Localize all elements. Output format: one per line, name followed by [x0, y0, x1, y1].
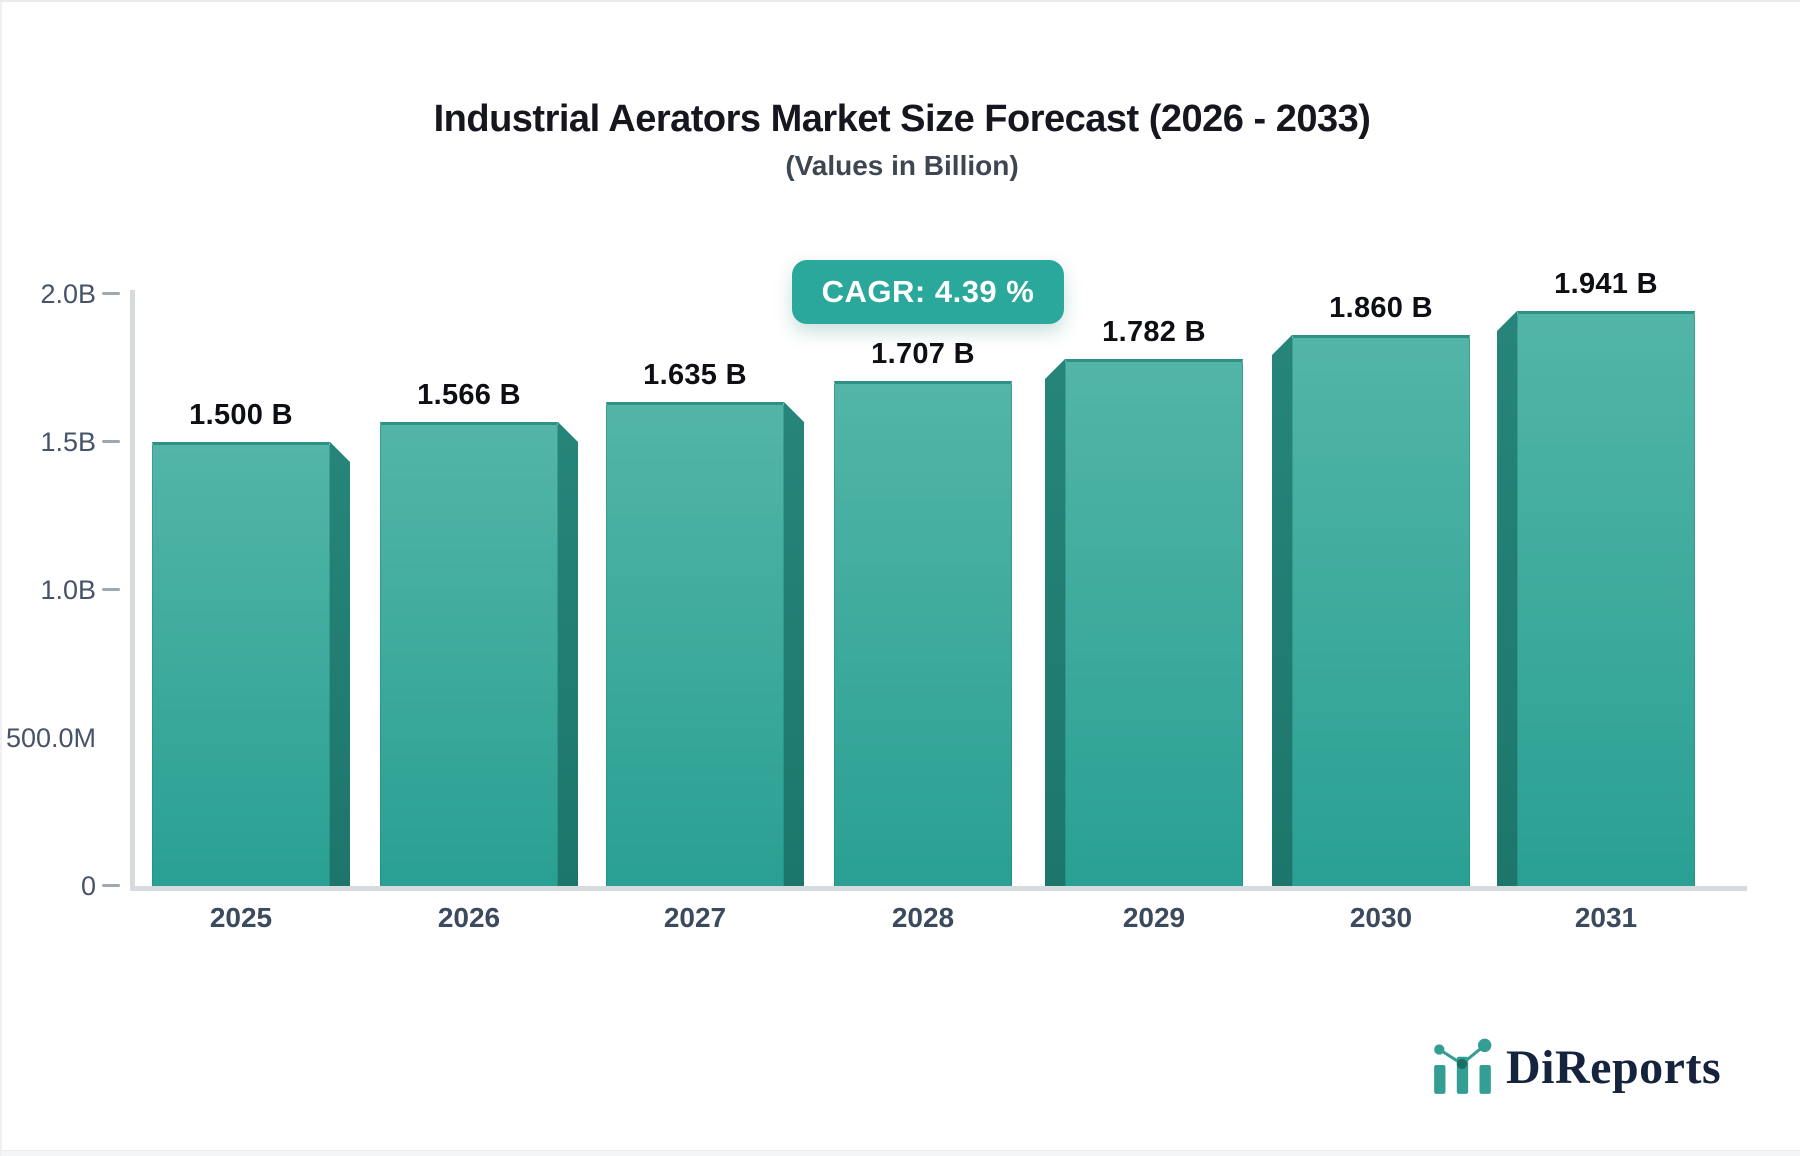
bar-value-label: 1.941 B [1554, 268, 1658, 300]
bottom-border-band [2, 1150, 1800, 1156]
y-tick-mark [102, 292, 120, 295]
bar-2028 [834, 381, 1012, 886]
x-axis-label-2028: 2028 [891, 902, 955, 933]
bar-2030 [1272, 335, 1470, 886]
y-tick-label: 0 [80, 871, 96, 901]
cagr-badge: CAGR: 4.39 % [792, 260, 1064, 324]
bar-face [380, 422, 558, 886]
x-axis-baseline [130, 886, 1747, 891]
bar-face [1292, 335, 1470, 886]
bar-face [606, 402, 784, 886]
bar-side-face [784, 402, 804, 886]
bar-side-face [1272, 335, 1292, 886]
bar-value-label: 1.566 B [417, 379, 521, 411]
x-axis-label-2026: 2026 [437, 902, 501, 933]
x-axis-label-2031: 2031 [1574, 902, 1638, 933]
bar-2026 [380, 422, 578, 886]
bar-value-label: 1.860 B [1329, 292, 1433, 324]
chart-title: Industrial Aerators Market Size Forecast… [433, 98, 1371, 140]
bar-value-label: 1.500 B [189, 399, 293, 431]
y-tick-label: 1.5B [40, 427, 96, 457]
x-axis-label-2029: 2029 [1122, 902, 1186, 933]
bar-value-label: 1.782 B [1102, 316, 1206, 348]
x-axis-label-2025: 2025 [209, 902, 273, 933]
bar-face [1517, 311, 1695, 886]
y-tick-label: 2.0B [40, 279, 96, 309]
logo-bar-chart-icon [1434, 1038, 1492, 1094]
bar-2027 [606, 402, 804, 886]
y-tick-mark [102, 588, 120, 591]
direports-logo: DiReports [1430, 1034, 1721, 1100]
y-tick-mark [102, 440, 120, 443]
bar-side-face [1497, 311, 1517, 886]
bar-side-face [558, 422, 578, 886]
bar-side-face [1045, 359, 1065, 886]
bar-face [152, 442, 330, 886]
y-axis-line [130, 290, 135, 886]
bar-value-label: 1.707 B [871, 338, 975, 370]
chart-subtitle: (Values in Billion) [785, 150, 1019, 181]
y-tick-label: 500.0M [5, 723, 96, 753]
x-axis-label-2030: 2030 [1349, 902, 1413, 933]
bar-face [1065, 359, 1243, 886]
bar-2031 [1497, 311, 1695, 886]
y-tick-label: 1.0B [40, 575, 96, 605]
y-tick-mark [102, 884, 120, 887]
bar-side-face [330, 442, 350, 886]
x-axis-label-2027: 2027 [663, 902, 727, 933]
bar-value-label: 1.635 B [643, 359, 747, 391]
bar-2029 [1045, 359, 1243, 886]
logo-text: DiReports [1506, 1040, 1722, 1094]
bar-2025 [152, 442, 350, 886]
bar-face [834, 381, 1012, 886]
